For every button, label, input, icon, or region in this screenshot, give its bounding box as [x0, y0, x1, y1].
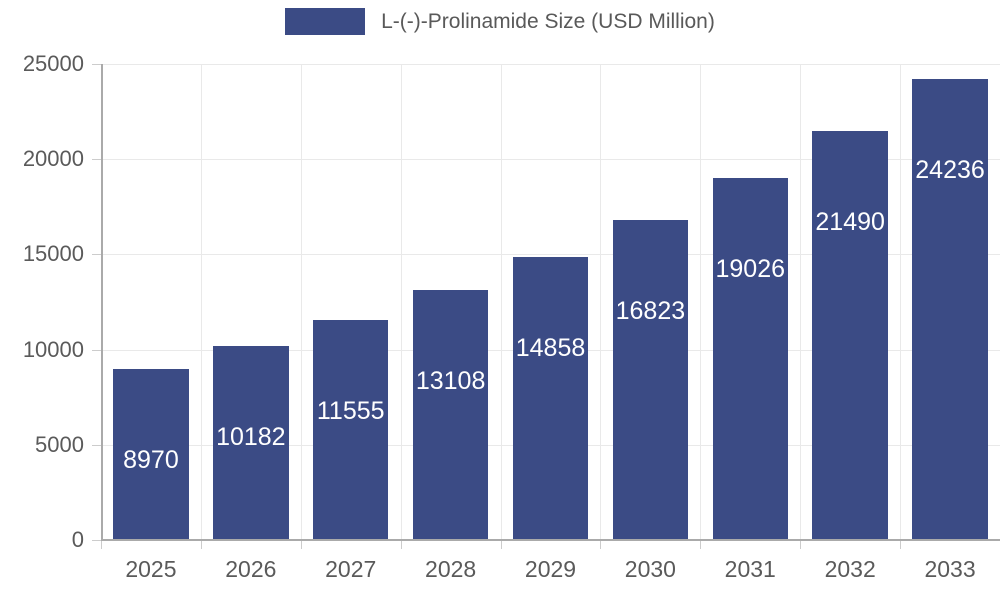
x-axis-tick-label: 2027 — [325, 556, 377, 582]
x-axis-tick-mark — [101, 541, 102, 549]
gridline-vertical — [900, 64, 901, 540]
x-axis-tick-label: 2028 — [425, 556, 477, 582]
bar-value-label: 11555 — [316, 396, 385, 425]
gridline-vertical — [501, 64, 502, 540]
bar-value-label: 21490 — [815, 207, 885, 236]
bar[interactable] — [612, 219, 689, 540]
gridline-vertical — [201, 64, 202, 540]
legend-swatch-series-0 — [285, 8, 366, 35]
y-axis-tick-label: 0 — [71, 527, 84, 552]
y-axis-spine — [101, 64, 103, 541]
x-axis-tick-mark — [200, 541, 202, 549]
bar-value-label: 24236 — [915, 155, 985, 184]
y-axis-tick-mark — [92, 254, 101, 256]
x-axis-tick-label: 2031 — [724, 556, 776, 582]
x-axis-tick-mark — [400, 541, 402, 549]
legend-label-series-0: L-(-)-Prolinamide Size (USD Million) — [381, 10, 715, 33]
bar[interactable] — [712, 177, 788, 540]
x-axis-tick-label: 2026 — [225, 556, 277, 582]
gridline-horizontal — [101, 159, 1000, 161]
x-axis-tick-mark — [700, 541, 702, 549]
x-axis-spine — [101, 539, 1000, 541]
bar[interactable] — [313, 319, 389, 540]
gridline-vertical — [301, 64, 302, 540]
x-axis-tick-mark — [300, 541, 302, 549]
bar-value-label: 10182 — [216, 423, 286, 452]
plot-area — [101, 64, 1000, 541]
gridline-vertical — [600, 64, 601, 540]
gridline-vertical — [700, 64, 701, 540]
y-axis-tick-mark — [92, 444, 101, 446]
y-axis-tick-mark — [92, 349, 101, 351]
bar-value-label: 13108 — [415, 367, 486, 396]
x-axis-tick-label: 2029 — [524, 556, 577, 582]
y-axis-tick-mark — [92, 540, 101, 541]
chart-legend: L-(-)-Prolinamide Size (USD Million) — [0, 8, 1000, 35]
bar[interactable] — [512, 257, 589, 540]
x-axis-tick-mark — [500, 541, 502, 549]
x-axis-tick-mark — [800, 541, 802, 549]
x-axis-tick-mark — [900, 541, 902, 549]
gridline-horizontal — [101, 64, 1000, 65]
x-axis-tick-label: 2025 — [125, 556, 177, 582]
y-axis-tick-label: 25000 — [22, 51, 84, 76]
y-axis-tick-label: 20000 — [22, 146, 84, 172]
gridline-vertical — [401, 64, 402, 540]
bar-value-label: 19026 — [715, 254, 786, 283]
y-axis-tick-label: 5000 — [35, 431, 84, 457]
bar[interactable] — [113, 369, 189, 540]
bar[interactable] — [812, 130, 888, 540]
x-axis-tick-label: 2032 — [824, 556, 876, 582]
bar[interactable] — [412, 290, 489, 540]
y-axis-tick-mark — [92, 64, 101, 65]
y-axis-tick-mark — [92, 159, 101, 161]
gridline-horizontal — [101, 254, 1000, 256]
bar-value-label: 14858 — [515, 334, 586, 363]
x-axis-tick-label: 2030 — [624, 556, 676, 582]
x-axis-tick-label: 2033 — [924, 556, 976, 582]
gridline-vertical — [800, 64, 801, 540]
y-axis-tick-label: 15000 — [22, 241, 84, 267]
bar[interactable] — [213, 346, 289, 540]
y-axis-tick-label: 10000 — [22, 336, 84, 362]
bar[interactable] — [912, 78, 988, 540]
x-axis-tick-mark — [600, 541, 602, 549]
bar-value-label: 8970 — [123, 446, 179, 475]
bar-value-label: 16823 — [615, 296, 686, 325]
